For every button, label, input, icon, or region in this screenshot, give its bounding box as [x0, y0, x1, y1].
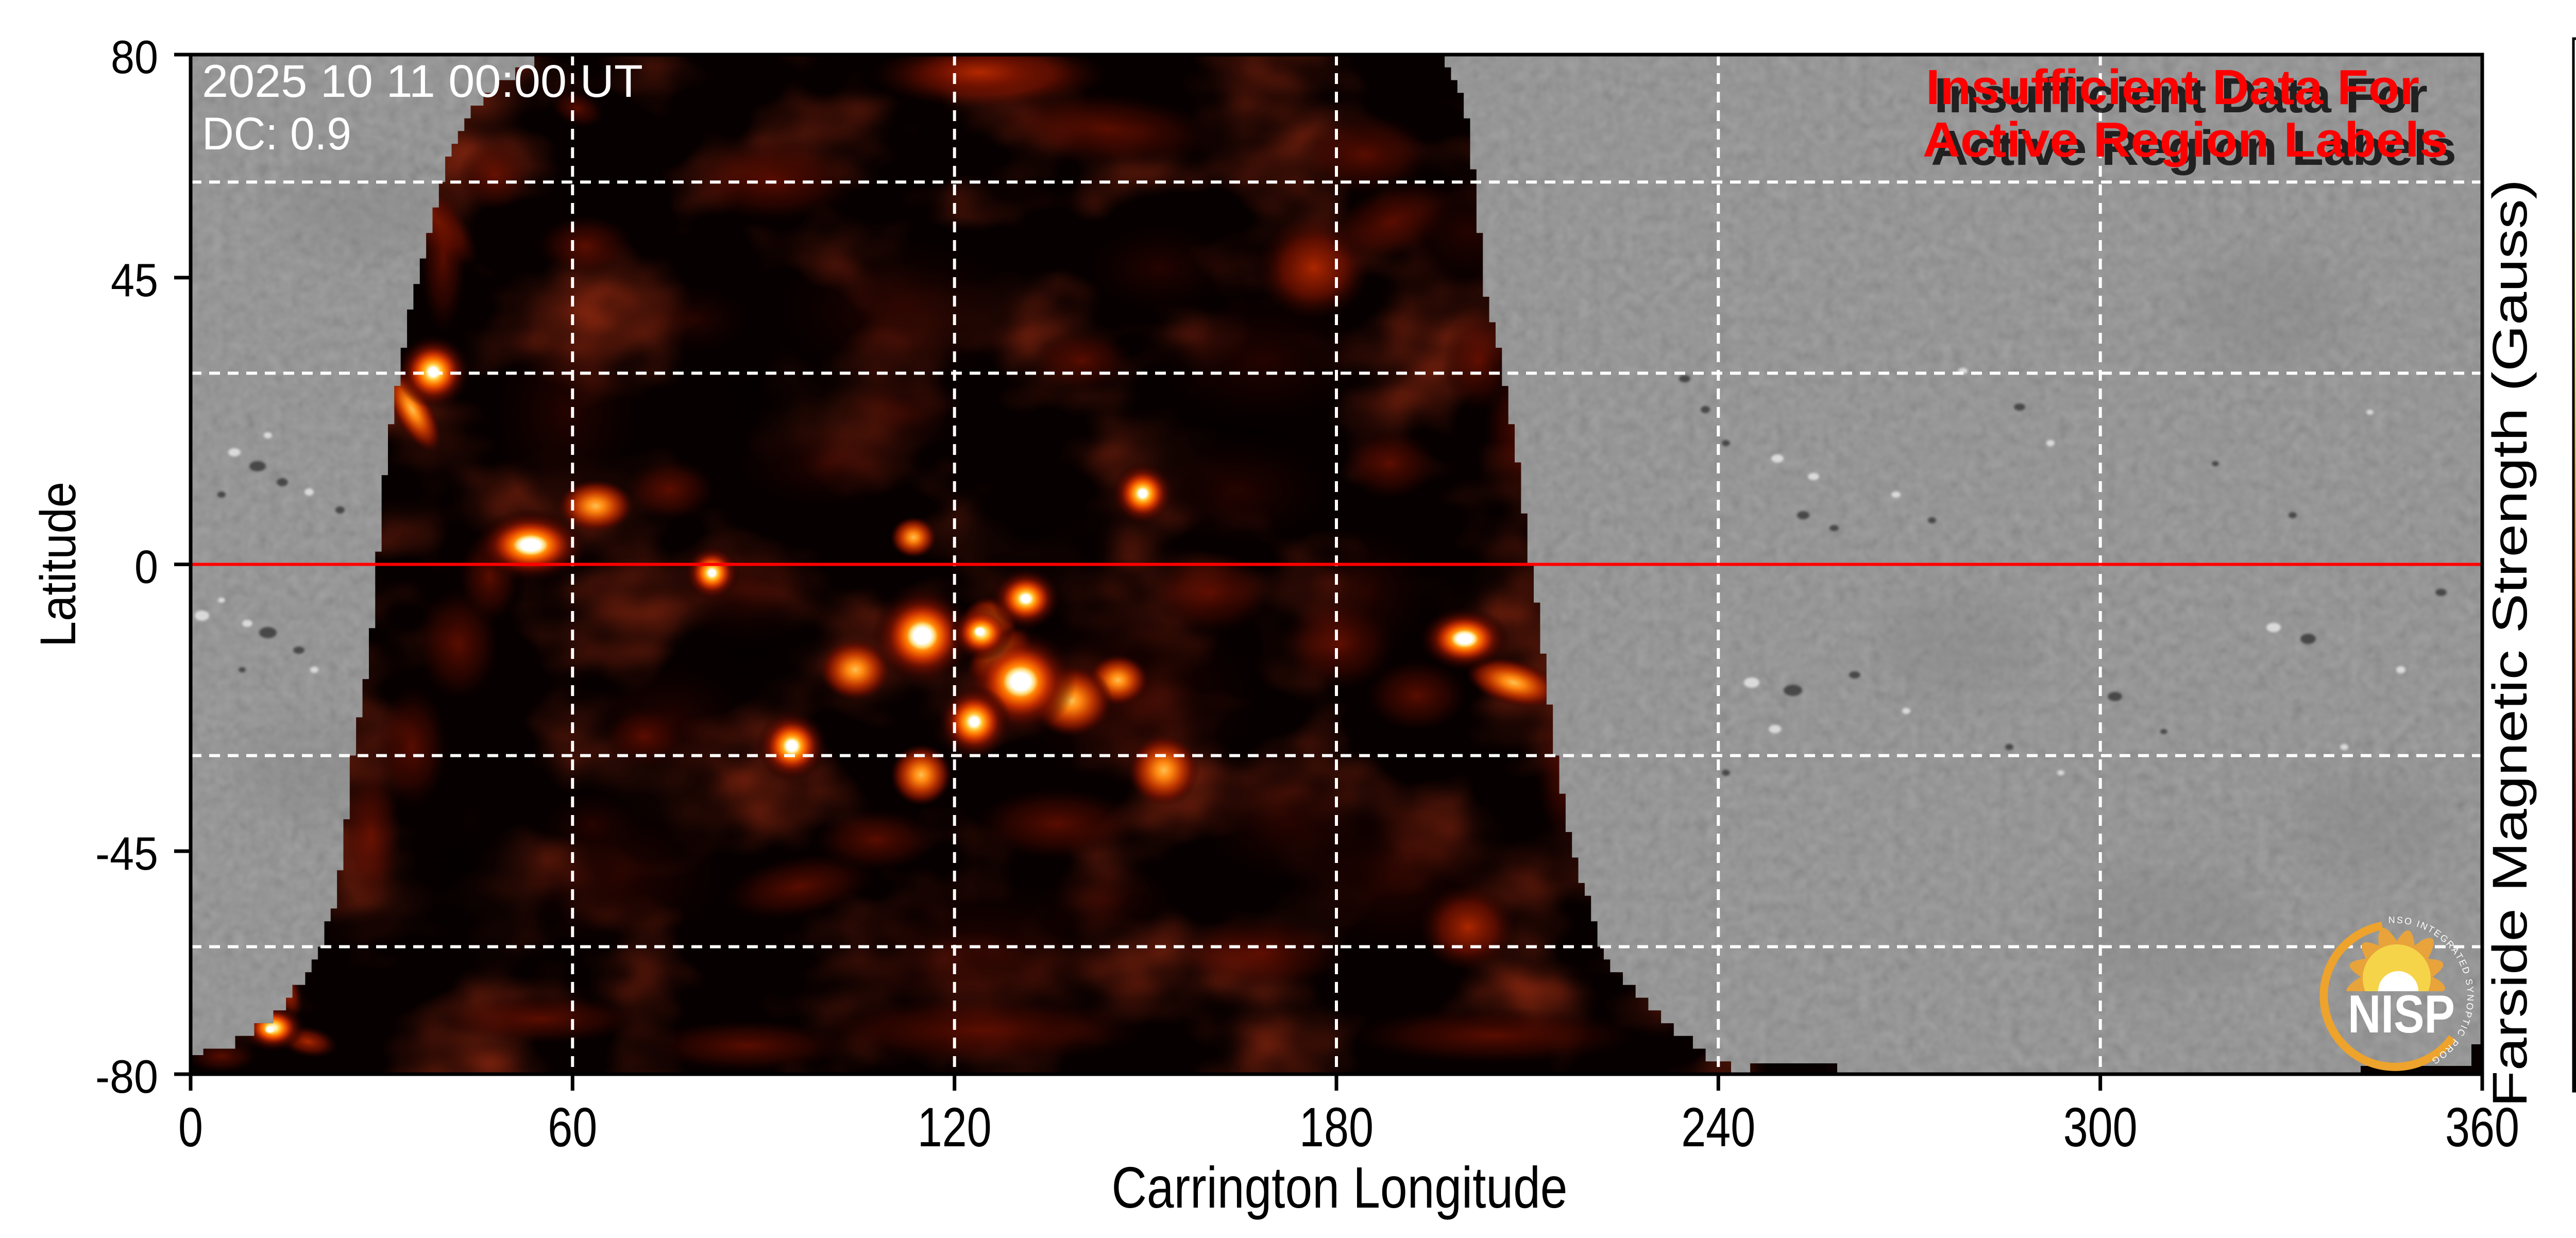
- svg-text:DC: 0.9: DC: 0.9: [202, 108, 351, 159]
- svg-text:60: 60: [548, 1096, 597, 1158]
- svg-text:45: 45: [111, 255, 158, 307]
- svg-text:Active Region Labels: Active Region Labels: [1931, 121, 2456, 176]
- svg-text:-45: -45: [95, 828, 158, 880]
- svg-text:Insufficient Data For: Insufficient Data For: [1934, 68, 2428, 123]
- svg-text:180: 180: [1299, 1096, 1374, 1158]
- svg-text:240: 240: [1681, 1096, 1755, 1158]
- svg-text:360: 360: [2445, 1096, 2519, 1158]
- svg-text:Carrington Longitude: Carrington Longitude: [1112, 1155, 1568, 1220]
- svg-text:2025 10 11 00:00 UT: 2025 10 11 00:00 UT: [202, 55, 643, 107]
- svg-text:Latitude: Latitude: [30, 482, 86, 647]
- svg-text:80: 80: [111, 31, 158, 83]
- svg-text:Insufficient Data For: Insufficient Data For: [1926, 60, 2419, 115]
- svg-text:0: 0: [134, 541, 158, 593]
- svg-text:0: 0: [178, 1096, 203, 1158]
- svg-text:Farside Magnetic Strength (Gau: Farside Magnetic Strength (Gauss): [2483, 179, 2537, 1107]
- svg-text:NISP: NISP: [2348, 985, 2455, 1044]
- svg-text:Active Region Labels: Active Region Labels: [1923, 112, 2448, 167]
- svg-text:300: 300: [2063, 1096, 2138, 1158]
- svg-text:120: 120: [918, 1096, 992, 1158]
- svg-text:-80: -80: [95, 1051, 158, 1103]
